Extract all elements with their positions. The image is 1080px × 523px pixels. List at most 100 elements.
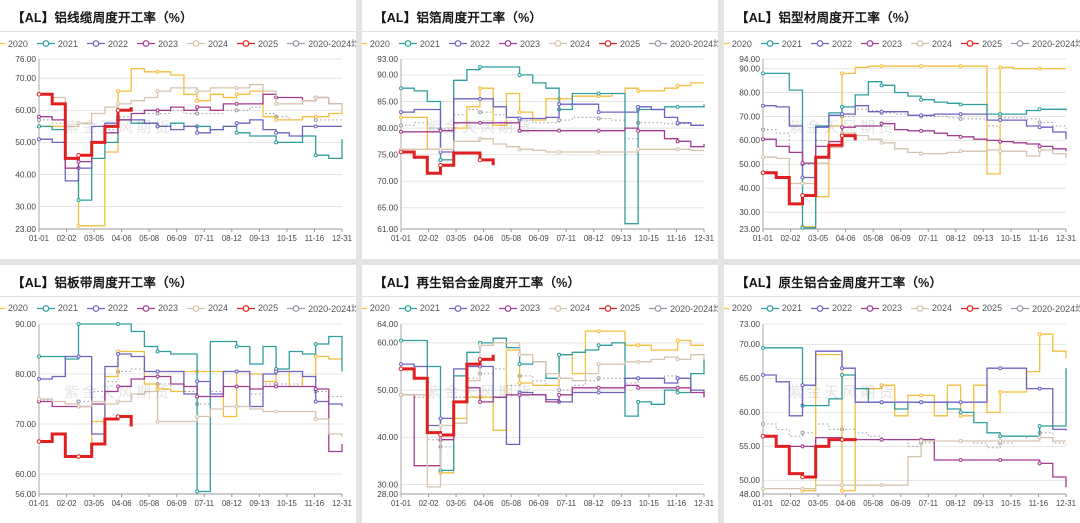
svg-text:70.00: 70.00 [377, 176, 398, 186]
legend-item-2020-2024均值[interactable]: 2020-2024均值 [287, 302, 356, 315]
legend-item-2023[interactable]: 2023 [860, 39, 902, 49]
chart-svg: 56.00 60.00 70.00 80.00 90.00 01-01 02-02 03-05… [15, 318, 352, 508]
legend-label: 2023 [157, 38, 179, 49]
legend-item-2022[interactable]: 2022 [810, 303, 852, 313]
svg-text:11-16: 11-16 [667, 499, 686, 508]
chart-panel-wire-cable: 【AL】铝线缆周度开工率（%） 2020 2021 2022 2023 2024 2025… [0, 0, 356, 259]
svg-text:05-08: 05-08 [501, 234, 521, 243]
legend-marker-icon [86, 304, 105, 312]
legend-marker-icon [136, 304, 155, 312]
legend-item-2024[interactable]: 2024 [911, 303, 952, 313]
series-line-2025 [401, 150, 495, 175]
chart-panel-profile: 【AL】铝型材周度开工率（%） 2020 2021 2022 2023 2024 2025… [724, 0, 1080, 259]
legend-item-2020-2024均值[interactable]: 2020-2024均值 [1011, 37, 1080, 50]
legend-label: 2023 [881, 303, 903, 313]
legend-item-2020-2024均值[interactable]: 2020-2024均值 [1011, 302, 1080, 315]
legend-item-2022[interactable]: 2022 [448, 39, 490, 49]
legend-item-2023[interactable]: 2023 [136, 303, 178, 313]
legend-item-2020-2024均值[interactable]: 2020-2024均值 [649, 302, 718, 315]
series-line-2020-2024均值 [39, 106, 342, 169]
legend-item-2021[interactable]: 2021 [760, 39, 802, 49]
svg-text:04-06: 04-06 [836, 499, 856, 508]
chart-panel-recycled-alloy: 【AL】再生铝合金周度开工率（%） 2020 2021 2022 2023 2024 20… [362, 264, 718, 523]
legend-item-2024[interactable]: 2024 [187, 303, 228, 313]
legend-item-2025[interactable]: 2025 [599, 39, 640, 49]
legend-item-2023[interactable]: 2023 [498, 303, 540, 313]
legend-item-2021[interactable]: 2021 [760, 303, 802, 313]
legend-label: 2025 [982, 303, 1003, 313]
series-line-2025 [39, 92, 133, 160]
chart-panel-primary-alloy: 【AL】原生铝合金周度开工率（%） 2020 2021 2022 2023 2024 20… [724, 264, 1080, 523]
svg-text:70.00: 70.00 [739, 339, 760, 349]
svg-text:12-31: 12-31 [332, 234, 352, 243]
legend-item-2025[interactable]: 2025 [961, 303, 1002, 313]
legend-item-2022[interactable]: 2022 [810, 39, 852, 49]
svg-text:23.00: 23.00 [739, 224, 760, 234]
svg-text:08-12: 08-12 [584, 234, 604, 243]
svg-text:40.00: 40.00 [739, 183, 760, 193]
legend-item-2020[interactable]: 2020 [362, 39, 390, 49]
legend-item-2020[interactable]: 2020 [362, 303, 390, 313]
svg-text:75.00: 75.00 [377, 149, 398, 159]
svg-text:06-09: 06-09 [529, 234, 549, 243]
svg-text:02-02: 02-02 [57, 234, 77, 243]
legend-marker-icon [187, 40, 206, 47]
legend-item-2020-2024均值[interactable]: 2020-2024均值 [287, 37, 356, 50]
svg-text:93.00: 93.00 [377, 54, 398, 64]
legend-item-2020[interactable]: 2020 [724, 303, 752, 313]
svg-text:06-09: 06-09 [529, 499, 549, 508]
series-line-2023 [763, 122, 1067, 164]
svg-text:10-15: 10-15 [639, 234, 660, 243]
legend-item-2021[interactable]: 2021 [36, 303, 78, 313]
legend-item-2023[interactable]: 2023 [860, 303, 903, 313]
legend-label: 2024 [932, 38, 953, 49]
legend-item-2020[interactable]: 2020 [0, 303, 28, 313]
series-line-2020 [401, 82, 704, 161]
svg-text:08-12: 08-12 [222, 234, 242, 243]
svg-text:12-31: 12-31 [332, 499, 352, 508]
legend-item-2022[interactable]: 2022 [86, 39, 128, 49]
legend-item-2020[interactable]: 2020 [0, 39, 28, 49]
svg-text:06-09: 06-09 [891, 499, 911, 508]
legend-item-2025[interactable]: 2025 [237, 39, 278, 49]
legend-item-2024[interactable]: 2024 [911, 39, 952, 49]
series-line-2020-2024均值 [763, 108, 1067, 165]
legend-label: 2020-2024均值 [308, 303, 356, 314]
legend-marker-icon [911, 40, 930, 47]
legend-item-2020-2024均值[interactable]: 2020-2024均值 [649, 37, 718, 50]
chart-title: 【AL】原生铝合金周度开工率（%） [724, 265, 1080, 297]
legend-marker-icon [860, 304, 879, 312]
legend-item-2022[interactable]: 2022 [448, 303, 490, 313]
legend-marker-icon [549, 304, 568, 312]
svg-text:55.00: 55.00 [739, 441, 760, 451]
svg-text:04-06: 04-06 [474, 499, 494, 508]
legend-marker-icon [599, 40, 618, 47]
svg-text:65.00: 65.00 [739, 373, 760, 383]
svg-text:07-11: 07-11 [557, 499, 576, 508]
legend-item-2024[interactable]: 2024 [549, 303, 590, 313]
legend-item-2021[interactable]: 2021 [36, 39, 78, 49]
svg-text:06-09: 06-09 [167, 234, 187, 243]
legend-label: 2020 [731, 303, 752, 313]
svg-text:30.00: 30.00 [739, 207, 760, 217]
legend-item-2021[interactable]: 2021 [398, 39, 440, 49]
legend-item-2024[interactable]: 2024 [187, 39, 228, 49]
legend-label: 2020 [369, 303, 390, 313]
svg-text:05-08: 05-08 [863, 234, 883, 243]
legend-item-2023[interactable]: 2023 [136, 38, 179, 49]
legend-item-2022[interactable]: 2022 [86, 303, 128, 313]
svg-text:73.00: 73.00 [739, 318, 760, 328]
legend-item-2025[interactable]: 2025 [599, 303, 640, 313]
series-line-2023 [39, 93, 342, 169]
svg-text:09-13: 09-13 [249, 499, 269, 508]
legend-item-2021[interactable]: 2021 [398, 303, 440, 313]
legend-item-2020[interactable]: 2020 [724, 39, 752, 49]
legend-item-2025[interactable]: 2025 [237, 303, 278, 313]
legend-label: 2024 [570, 38, 591, 49]
legend-item-2025[interactable]: 2025 [961, 39, 1002, 49]
legend-item-2024[interactable]: 2024 [549, 39, 590, 49]
svg-text:03-05: 03-05 [84, 499, 105, 508]
svg-text:12-31: 12-31 [1056, 234, 1076, 243]
legend-item-2023[interactable]: 2023 [498, 39, 540, 49]
